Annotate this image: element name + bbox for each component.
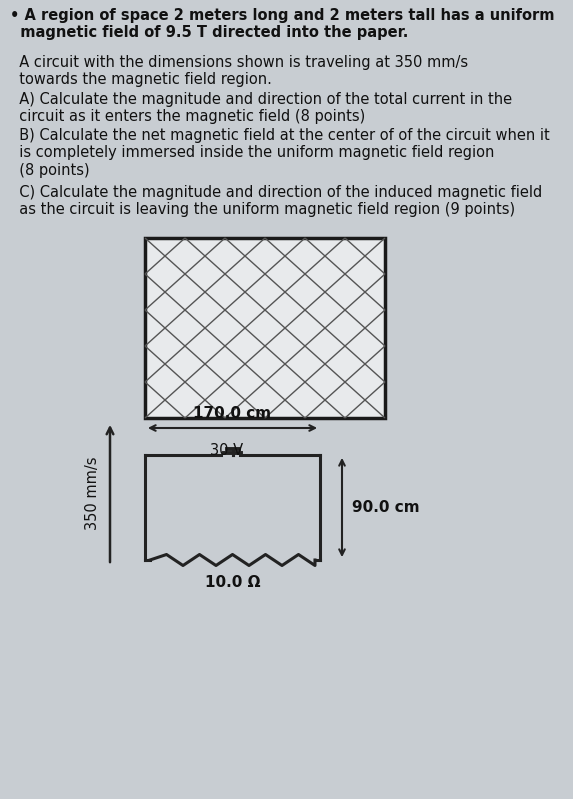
Text: • A region of space 2 meters long and 2 meters tall has a uniform
  magnetic fie: • A region of space 2 meters long and 2 … — [10, 8, 555, 41]
Text: 90.0 cm: 90.0 cm — [352, 500, 419, 515]
Text: 170.0 cm: 170.0 cm — [194, 406, 272, 421]
Text: B) Calculate the net magnetic field at the center of of the circuit when it
  is: B) Calculate the net magnetic field at t… — [10, 128, 550, 178]
Text: A) Calculate the magnitude and direction of the total current in the
  circuit a: A) Calculate the magnitude and direction… — [10, 92, 512, 125]
Text: A circuit with the dimensions shown is traveling at 350 mm/s
  towards the magne: A circuit with the dimensions shown is t… — [10, 55, 468, 87]
Text: C) Calculate the magnitude and direction of the induced magnetic field
  as the : C) Calculate the magnitude and direction… — [10, 185, 542, 217]
Bar — [145, 238, 385, 418]
Text: 350 mm/s: 350 mm/s — [84, 457, 100, 531]
Text: 10.0 Ω: 10.0 Ω — [205, 575, 260, 590]
Text: 30 V: 30 V — [210, 443, 244, 459]
